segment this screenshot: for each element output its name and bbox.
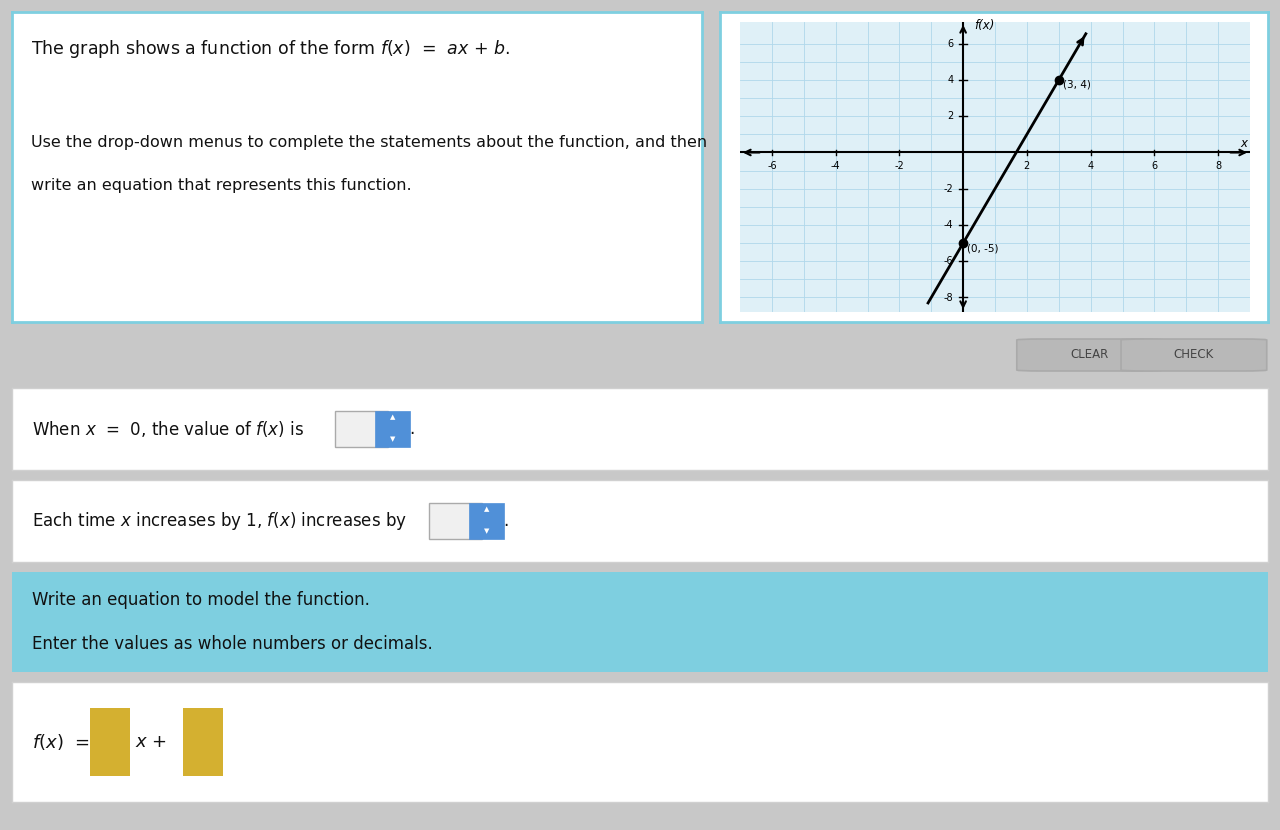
Text: CHECK: CHECK: [1174, 349, 1213, 362]
Text: ▼: ▼: [390, 436, 396, 442]
Text: 8: 8: [1215, 161, 1221, 171]
Text: 2: 2: [1024, 161, 1030, 171]
Text: .: .: [503, 512, 508, 530]
Text: -4: -4: [831, 161, 841, 171]
FancyBboxPatch shape: [90, 708, 131, 776]
Text: ▲: ▲: [484, 505, 489, 512]
Text: -6: -6: [767, 161, 777, 171]
Text: -2: -2: [895, 161, 904, 171]
FancyBboxPatch shape: [183, 708, 223, 776]
Text: Write an equation to model the function.: Write an equation to model the function.: [32, 591, 370, 609]
Text: $x$ +: $x$ +: [136, 733, 169, 751]
Text: x: x: [1240, 137, 1247, 150]
Text: 4: 4: [947, 75, 954, 85]
Text: write an equation that represents this function.: write an equation that represents this f…: [31, 178, 412, 193]
Text: Use the drop-down menus to complete the statements about the function, and then: Use the drop-down menus to complete the …: [31, 134, 708, 149]
FancyBboxPatch shape: [375, 411, 410, 447]
FancyBboxPatch shape: [1016, 339, 1162, 371]
Text: -2: -2: [943, 183, 954, 193]
Text: -4: -4: [943, 220, 954, 230]
Text: CLEAR: CLEAR: [1070, 349, 1108, 362]
Text: 6: 6: [947, 39, 954, 49]
Text: $f(x)$  =: $f(x)$ =: [32, 732, 92, 752]
Text: (3, 4): (3, 4): [1062, 80, 1091, 90]
Text: f(x): f(x): [974, 19, 995, 32]
Text: 6: 6: [1151, 161, 1157, 171]
Text: The graph shows a function of the form $f(x)$  =  $ax$ + $b$.: The graph shows a function of the form $…: [31, 38, 511, 61]
Text: 4: 4: [1088, 161, 1093, 171]
Text: Each time $x$ increases by 1, $f(x)$ increases by: Each time $x$ increases by 1, $f(x)$ inc…: [32, 510, 407, 532]
Text: When $x$  =  0, the value of $f(x)$ is: When $x$ = 0, the value of $f(x)$ is: [32, 419, 305, 439]
Text: Enter the values as whole numbers or decimals.: Enter the values as whole numbers or dec…: [32, 635, 433, 653]
FancyBboxPatch shape: [335, 411, 388, 447]
FancyBboxPatch shape: [429, 502, 481, 540]
Text: 2: 2: [947, 111, 954, 121]
Text: (0, -5): (0, -5): [966, 243, 998, 253]
Text: -8: -8: [943, 292, 954, 302]
Text: ▲: ▲: [390, 413, 396, 420]
Text: .: .: [408, 420, 415, 438]
Text: -6: -6: [943, 256, 954, 266]
FancyBboxPatch shape: [470, 502, 504, 540]
FancyBboxPatch shape: [1121, 339, 1267, 371]
Text: ▼: ▼: [484, 528, 489, 534]
